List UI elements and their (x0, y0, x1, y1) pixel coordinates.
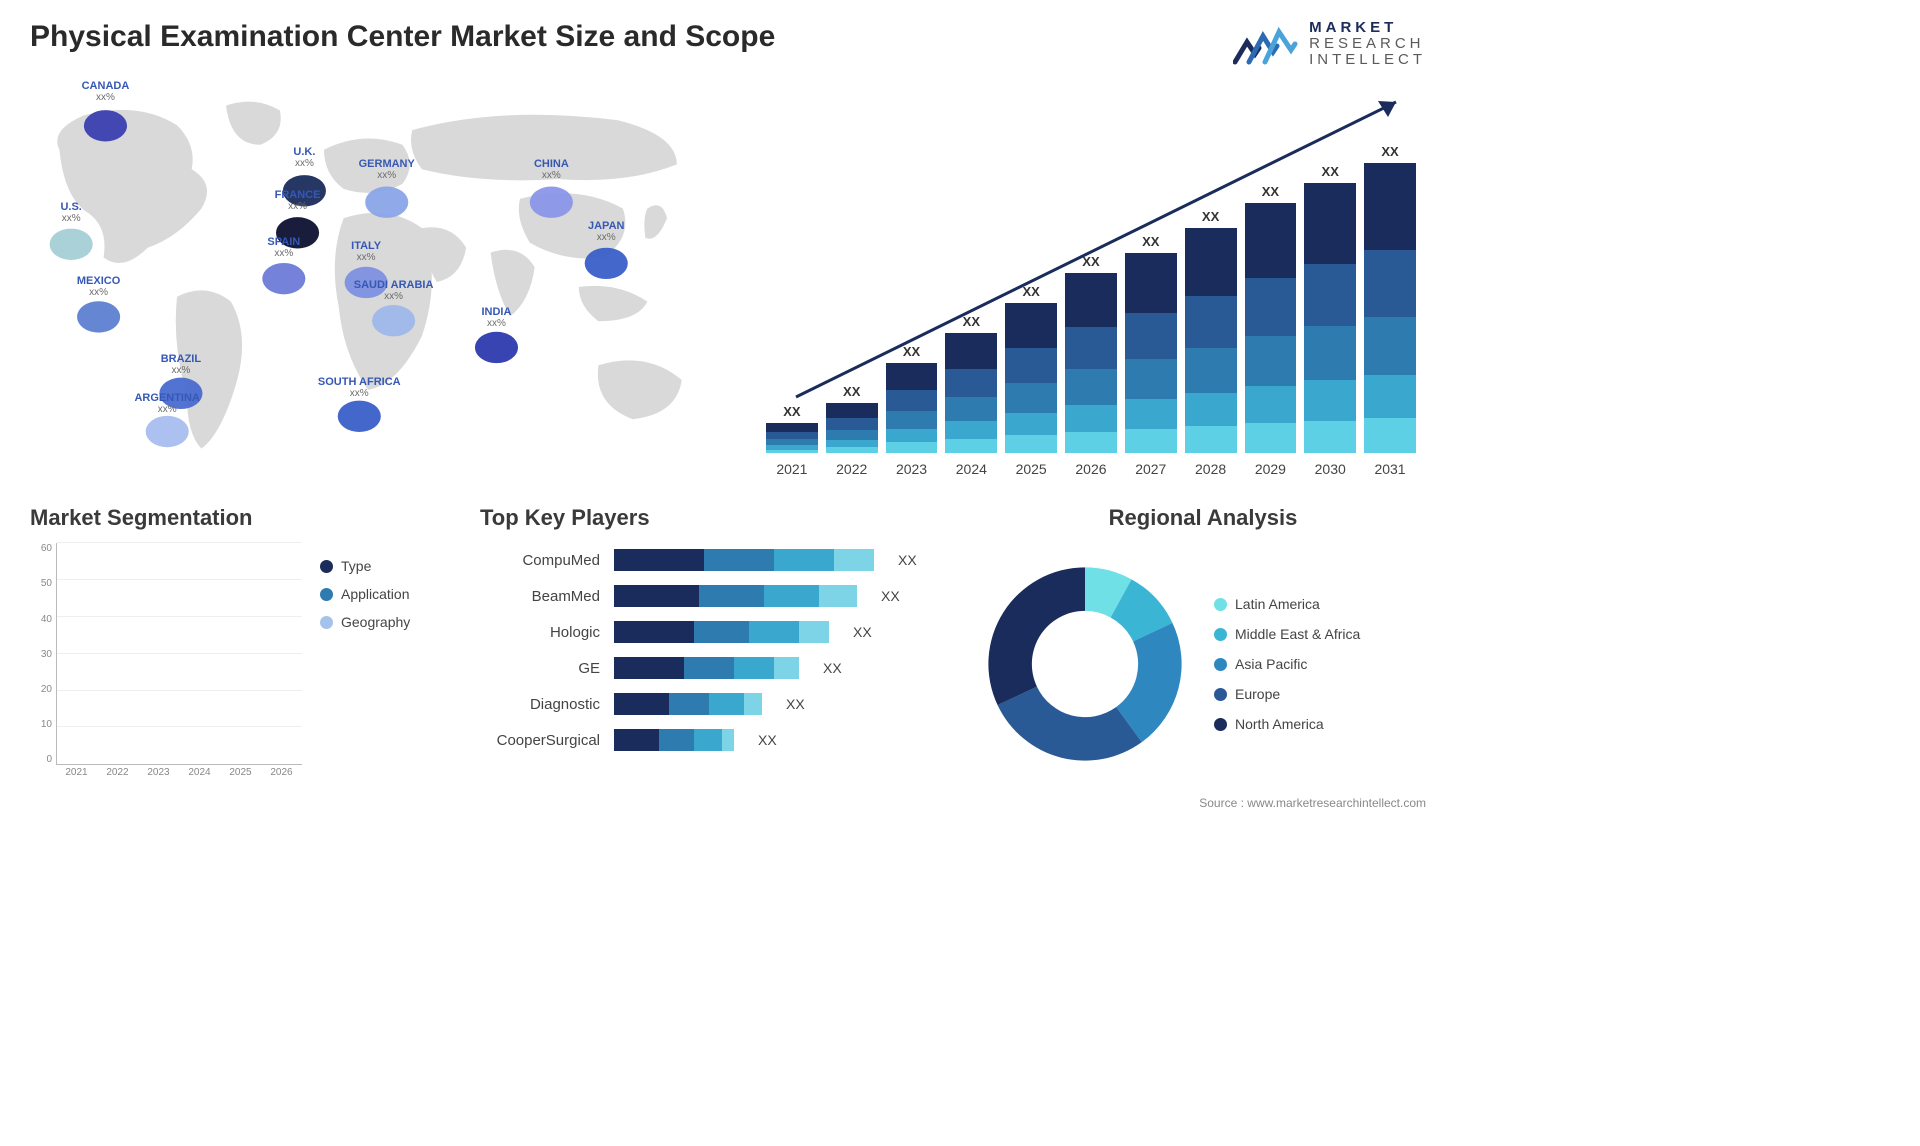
player-name: Hologic (480, 624, 600, 641)
player-value: XX (758, 732, 777, 748)
legend-item: Latin America (1214, 596, 1360, 612)
segmentation-legend: Type Application Geography (320, 543, 450, 785)
forecast-bar-2031: XX (1364, 144, 1416, 453)
year-label: 2030 (1304, 461, 1356, 477)
year-label: 2025 (1005, 461, 1057, 477)
forecast-bar-2027: XX (1125, 234, 1177, 453)
player-value: XX (823, 660, 842, 676)
source-text: Source : www.marketresearchintellect.com (1199, 796, 1426, 810)
logo-text: MARKET RESEARCH INTELLECT (1309, 20, 1426, 67)
forecast-bar-2025: XX (1005, 284, 1057, 453)
segmentation-panel: Market Segmentation 6050403020100 202120… (30, 505, 450, 785)
year-label: 2026 (1065, 461, 1117, 477)
player-name: GE (480, 660, 600, 677)
year-label: 2021 (766, 461, 818, 477)
page-title: Physical Examination Center Market Size … (30, 20, 775, 54)
forecast-bar-2024: XX (945, 314, 997, 453)
forecast-bar-2023: XX (886, 344, 938, 453)
logo: MARKET RESEARCH INTELLECT (1233, 20, 1426, 67)
legend-item: Europe (1214, 686, 1360, 702)
legend-item: North America (1214, 716, 1360, 732)
map-label-argentina: ARGENTINAxx% (134, 392, 199, 415)
year-label: 2029 (1245, 461, 1297, 477)
map-label-brazil: BRAZILxx% (161, 353, 201, 376)
forecast-bar-2026: XX (1065, 254, 1117, 453)
players-title: Top Key Players (480, 505, 950, 531)
bar-value-label: XX (843, 384, 860, 399)
bottom-row: Market Segmentation 6050403020100 202120… (30, 505, 1426, 785)
map-label-u.k.: U.K.xx% (293, 146, 315, 169)
player-row: CompuMed XX (480, 547, 950, 573)
map-label-spain: SPAINxx% (267, 236, 300, 259)
map-label-japan: JAPANxx% (588, 220, 624, 243)
map-label-france: FRANCExx% (275, 189, 321, 212)
legend-item: Geography (320, 614, 450, 630)
forecast-chart: XX XX XX XX XX XX XX XX XX XX XX 2021 2022 2023 2024 2… (756, 87, 1426, 477)
segmentation-chart: 6050403020100 202120222023202420252026 (30, 543, 302, 785)
forecast-bar-2022: XX (826, 384, 878, 453)
player-value: XX (881, 588, 900, 604)
map-label-canada: CANADAxx% (82, 80, 130, 103)
bar-value-label: XX (1202, 209, 1219, 224)
bar-value-label: XX (1082, 254, 1099, 269)
map-label-south-africa: SOUTH AFRICAxx% (318, 376, 401, 399)
map-label-germany: GERMANYxx% (359, 158, 415, 181)
players-panel: Top Key Players CompuMedXXBeamMedXXHolog… (480, 505, 950, 785)
bar-value-label: XX (1381, 144, 1398, 159)
map-label-mexico: MEXICOxx% (77, 275, 120, 298)
legend-item: Middle East & Africa (1214, 626, 1360, 642)
map-label-india: INDIAxx% (481, 306, 511, 329)
player-row: GE XX (480, 655, 950, 681)
year-label: 2031 (1364, 461, 1416, 477)
forecast-bar-2028: XX (1185, 209, 1237, 453)
regional-panel: Regional Analysis Latin America Middle Ea… (980, 505, 1426, 785)
bar-value-label: XX (903, 344, 920, 359)
year-label: 2022 (826, 461, 878, 477)
donut-slice (988, 568, 1085, 706)
bar-value-label: XX (1142, 234, 1159, 249)
year-label: 2024 (945, 461, 997, 477)
forecast-bar-2030: XX (1304, 164, 1356, 453)
player-row: Hologic XX (480, 619, 950, 645)
bar-value-label: XX (1322, 164, 1339, 179)
player-value: XX (786, 696, 805, 712)
player-row: CooperSurgical XX (480, 727, 950, 753)
player-row: Diagnostic XX (480, 691, 950, 717)
map-label-saudi-arabia: SAUDI ARABIAxx% (354, 279, 434, 302)
world-map-panel: CANADAxx%U.S.xx%MEXICOxx%BRAZILxx%ARGENT… (30, 87, 716, 477)
header: Physical Examination Center Market Size … (30, 20, 1426, 67)
map-label-china: CHINAxx% (534, 158, 569, 181)
player-value: XX (898, 552, 917, 568)
year-label: 2023 (886, 461, 938, 477)
top-row: CANADAxx%U.S.xx%MEXICOxx%BRAZILxx%ARGENT… (30, 87, 1426, 477)
regional-donut (980, 559, 1190, 769)
forecast-bar-2021: XX (766, 404, 818, 453)
player-name: BeamMed (480, 588, 600, 605)
map-label-italy: ITALYxx% (351, 240, 381, 263)
donut-slice (998, 687, 1142, 761)
legend-item: Asia Pacific (1214, 656, 1360, 672)
player-name: CooperSurgical (480, 732, 600, 749)
year-label: 2028 (1185, 461, 1237, 477)
bar-value-label: XX (783, 404, 800, 419)
logo-mark-icon (1233, 22, 1299, 66)
year-label: 2027 (1125, 461, 1177, 477)
bar-value-label: XX (1022, 284, 1039, 299)
map-label-u.s.: U.S.xx% (60, 201, 81, 224)
forecast-bar-2029: XX (1245, 184, 1297, 453)
segmentation-title: Market Segmentation (30, 505, 450, 531)
bar-value-label: XX (1262, 184, 1279, 199)
player-row: BeamMed XX (480, 583, 950, 609)
regional-title: Regional Analysis (980, 505, 1426, 531)
player-name: CompuMed (480, 552, 600, 569)
player-value: XX (853, 624, 872, 640)
player-name: Diagnostic (480, 696, 600, 713)
legend-item: Type (320, 558, 450, 574)
bar-value-label: XX (963, 314, 980, 329)
legend-item: Application (320, 586, 450, 602)
regional-legend: Latin America Middle East & Africa Asia Pa… (1214, 596, 1360, 732)
